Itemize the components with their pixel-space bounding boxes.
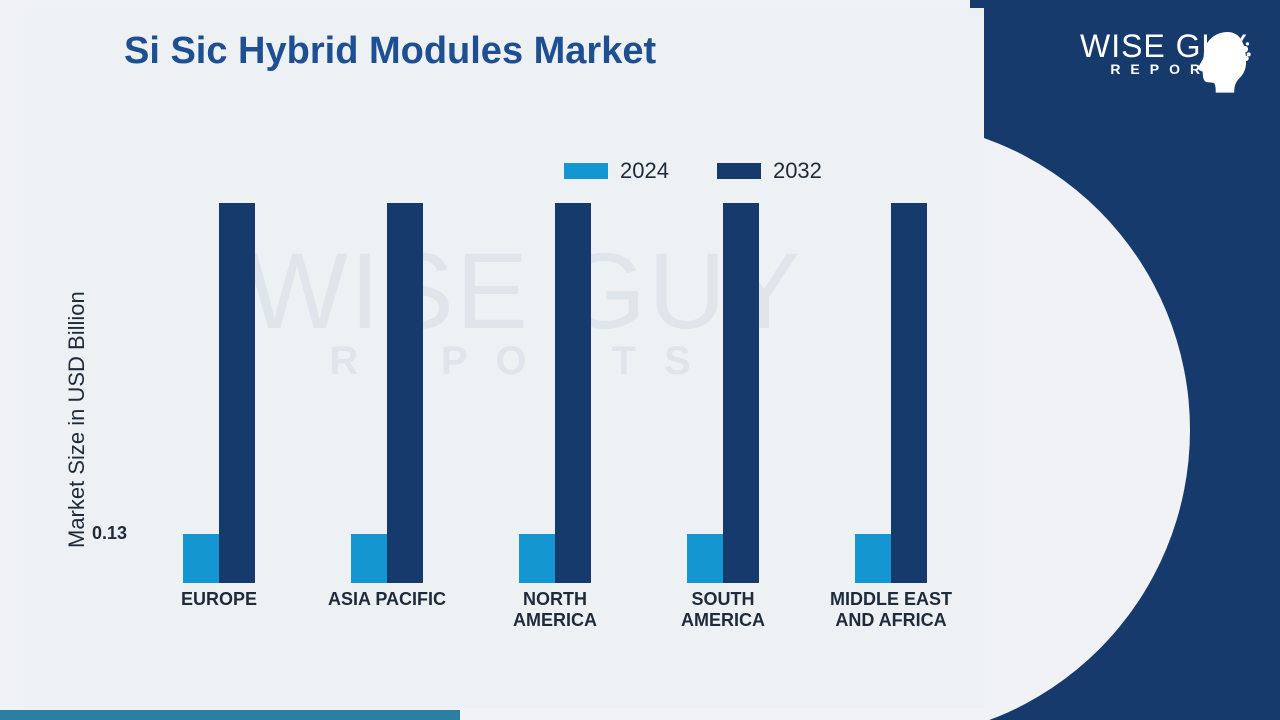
footer-accent: [0, 710, 460, 720]
bar-group: SOUTH AMERICA: [658, 203, 788, 583]
category-label: ASIA PACIFIC: [317, 589, 457, 610]
legend-item-2032: 2032: [717, 158, 822, 184]
y-axis-label: Market Size in USD Billion: [64, 291, 90, 548]
bar-2024: [351, 534, 387, 583]
bar-2032: [723, 203, 759, 583]
legend-label-2032: 2032: [773, 158, 822, 184]
bar-2024: [855, 534, 891, 583]
category-label: SOUTH AMERICA: [653, 589, 793, 630]
category-label: NORTH AMERICA: [485, 589, 625, 630]
category-label: MIDDLE EAST AND AFRICA: [821, 589, 961, 630]
bar-group: MIDDLE EAST AND AFRICA: [826, 203, 956, 583]
bar-2024: [183, 534, 219, 583]
chart-card: Si Sic Hybrid Modules Market WISE GUY RE…: [24, 8, 984, 708]
bar-group: EUROPE: [154, 203, 284, 583]
bar-2024: [519, 534, 555, 583]
chart-title: Si Sic Hybrid Modules Market: [124, 30, 656, 73]
legend-swatch-2032: [717, 163, 761, 179]
bar-2032: [891, 203, 927, 583]
legend-label-2024: 2024: [620, 158, 669, 184]
head-silhouette-icon: [1188, 28, 1254, 94]
bar-group: ASIA PACIFIC: [322, 203, 452, 583]
bar-2032: [387, 203, 423, 583]
legend-swatch-2024: [564, 163, 608, 179]
bar-2024: [687, 534, 723, 583]
legend-item-2024: 2024: [564, 158, 669, 184]
category-label: EUROPE: [149, 589, 289, 610]
y-tick-label: 0.13: [92, 523, 127, 544]
brand-logo: WISE GUY REPORTS: [1080, 28, 1248, 77]
bar-2032: [219, 203, 255, 583]
legend: 2024 2032: [564, 158, 822, 184]
bar-2032: [555, 203, 591, 583]
plot-area: 0.13 EUROPEASIA PACIFICNORTH AMERICASOUT…: [134, 203, 974, 583]
bar-group: NORTH AMERICA: [490, 203, 620, 583]
